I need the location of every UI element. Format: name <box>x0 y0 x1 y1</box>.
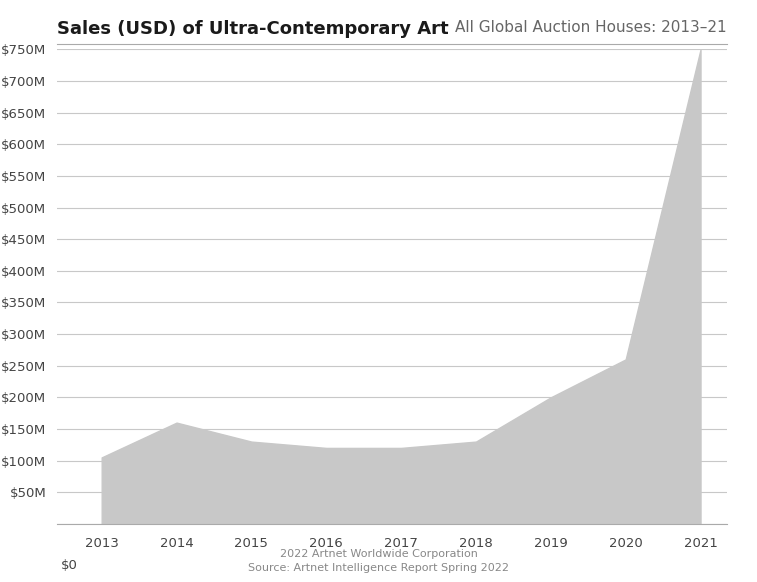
Text: $0: $0 <box>61 559 77 572</box>
Text: All Global Auction Houses: 2013–21: All Global Auction Houses: 2013–21 <box>455 20 727 36</box>
Text: 2022 Artnet Worldwide Corporation
Source: Artnet Intelligence Report Spring 2022: 2022 Artnet Worldwide Corporation Source… <box>248 549 509 573</box>
Text: Sales (USD) of Ultra-Contemporary Art: Sales (USD) of Ultra-Contemporary Art <box>57 20 448 38</box>
